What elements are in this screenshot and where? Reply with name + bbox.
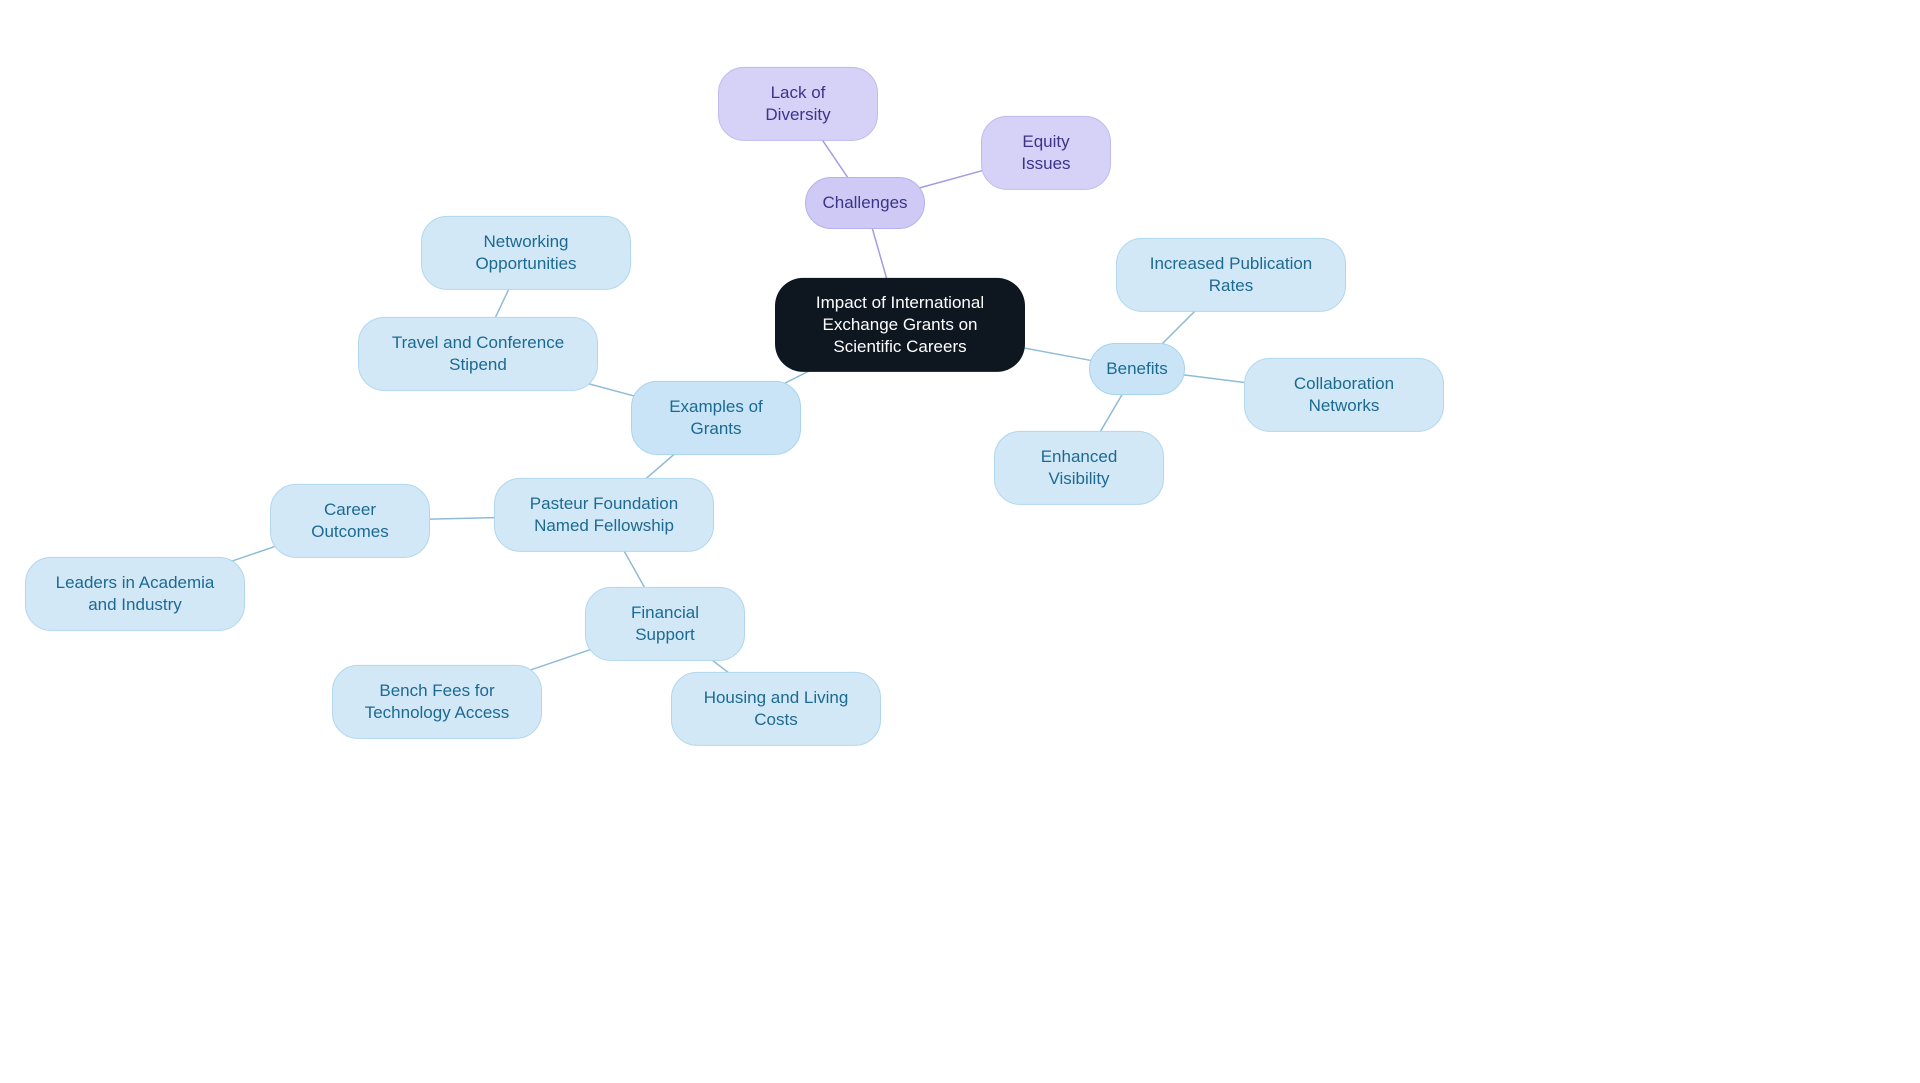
node-label: Housing and Living Costs [696,687,856,731]
node-label: Financial Support [610,602,720,646]
edge [495,290,508,318]
node-leaders: Leaders in Academia and Industry [25,557,245,631]
node-diversity: Lack of Diversity [718,67,878,141]
edge [872,229,886,278]
diagram-canvas: Impact of International Exchange Grants … [0,0,1920,1083]
node-root: Impact of International Exchange Grants … [775,278,1025,372]
node-challenges: Challenges [805,177,925,229]
node-label: Lack of Diversity [743,82,853,126]
node-label: Challenges [822,192,907,214]
node-pasteur: Pasteur Foundation Named Fellowship [494,478,714,552]
edge [916,169,988,189]
node-pubrates: Increased Publication Rates [1116,238,1346,312]
node-label: Examples of Grants [656,396,776,440]
node-label: Enhanced Visibility [1019,446,1139,490]
edge [1100,394,1122,432]
node-benchfees: Bench Fees for Technology Access [332,665,542,739]
node-label: Equity Issues [1006,131,1086,175]
node-examples: Examples of Grants [631,381,801,455]
edge [1184,375,1250,383]
node-label: Collaboration Networks [1269,373,1419,417]
node-label: Bench Fees for Technology Access [357,680,517,724]
node-networking: Networking Opportunities [421,216,631,290]
node-careeroutcomes: Career Outcomes [270,484,430,558]
node-label: Increased Publication Rates [1141,253,1321,297]
node-label: Career Outcomes [295,499,405,543]
node-visibility: Enhanced Visibility [994,431,1164,505]
node-label: Benefits [1106,358,1167,380]
edge [624,551,645,588]
node-label: Leaders in Academia and Industry [50,572,220,616]
edge [1160,310,1196,346]
node-collab: Collaboration Networks [1244,358,1444,432]
node-benefits: Benefits [1089,343,1185,395]
node-label: Networking Opportunities [446,231,606,275]
node-label: Pasteur Foundation Named Fellowship [519,493,689,537]
node-label: Travel and Conference Stipend [383,332,573,376]
edge [822,139,848,178]
node-label: Impact of International Exchange Grants … [799,292,1001,358]
node-finsupport: Financial Support [585,587,745,661]
edge [430,518,494,520]
node-equity: Equity Issues [981,116,1111,190]
node-travelstipend: Travel and Conference Stipend [358,317,598,391]
edge [644,451,678,480]
node-housing: Housing and Living Costs [671,672,881,746]
